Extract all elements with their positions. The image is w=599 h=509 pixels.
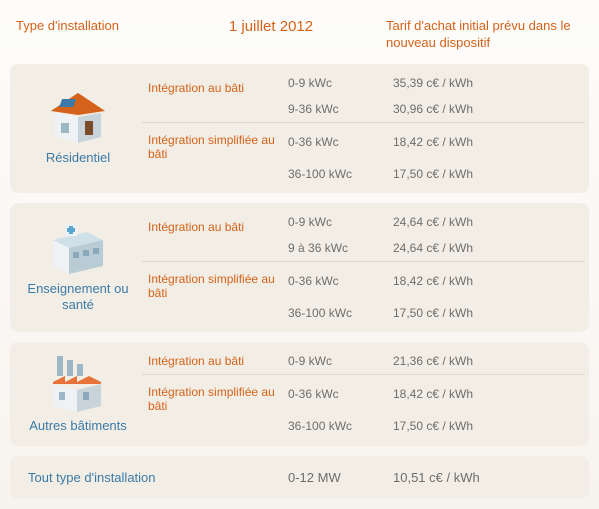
power-range: 36-100 kWc — [282, 415, 387, 437]
final-row: Tout type d'installation 0-12 MW 10,51 c… — [10, 456, 589, 499]
tariff-row: Intégration simplifiée au bâti0-36 kWc18… — [142, 261, 585, 300]
factory-icon — [43, 354, 113, 414]
tariff-value: 17,50 c€ / kWh — [387, 163, 585, 185]
integration-label — [142, 309, 282, 317]
category-section: Enseignement ou santéIntégration au bâti… — [10, 203, 589, 332]
header-date: 1 juillet 2012 — [166, 18, 376, 52]
rows-col: Intégration au bâti0-9 kWc21,36 c€ / kWh… — [142, 348, 585, 440]
tariff-value: 18,42 c€ / kWh — [387, 131, 585, 153]
tariff-value: 30,96 c€ / kWh — [387, 98, 585, 120]
header-tarif: Tarif d'achat initial prévu dans le nouv… — [376, 18, 583, 52]
header-type: Type d'installation — [16, 18, 166, 52]
category-label: Résidentiel — [46, 150, 110, 166]
tariff-value: 18,42 c€ / kWh — [387, 383, 585, 405]
category-section: Autres bâtiments Intégration au bâti0-9 k… — [10, 342, 589, 446]
integration-label: Intégration simplifiée au bâti — [142, 123, 282, 161]
category-icon-col: Résidentiel — [14, 70, 142, 187]
tariff-row: Intégration au bâti0-9 kWc21,36 c€ / kWh — [142, 348, 585, 374]
rows-col: Intégration au bâti0-9 kWc24,64 c€ / kWh… — [142, 209, 585, 326]
tariff-row: 9-36 kWc30,96 c€ / kWh — [142, 96, 585, 122]
tariff-row: Intégration au bâti0-9 kWc35,39 c€ / kWh — [142, 70, 585, 96]
tariff-value: 24,64 c€ / kWh — [387, 211, 585, 233]
tariff-value: 17,50 c€ / kWh — [387, 302, 585, 324]
final-label: Tout type d'installation — [20, 470, 288, 485]
integration-label: Intégration au bâti — [142, 350, 282, 372]
category-section: Résidentiel Intégration au bâti0-9 kWc35,… — [10, 64, 589, 193]
tariff-value: 35,39 c€ / kWh — [387, 72, 585, 94]
power-range: 9-36 kWc — [282, 98, 387, 120]
tariff-row: 9 à 36 kWc24,64 c€ / kWh — [142, 235, 585, 261]
tariff-row: 36-100 kWc17,50 c€ / kWh — [142, 300, 585, 326]
category-label: Enseignement ou santé — [18, 281, 138, 314]
final-range: 0-12 MW — [288, 470, 393, 485]
integration-label — [142, 244, 282, 252]
tariff-value: 24,64 c€ / kWh — [387, 237, 585, 259]
category-icon-col: Autres bâtiments — [14, 348, 142, 440]
final-tarif: 10,51 c€ / kWh — [393, 470, 579, 485]
power-range: 0-9 kWc — [282, 211, 387, 233]
tariff-value: 18,42 c€ / kWh — [387, 270, 585, 292]
power-range: 0-36 kWc — [282, 270, 387, 292]
integration-label: Intégration au bâti — [142, 71, 282, 95]
hospital-icon — [43, 222, 113, 277]
integration-label: Intégration au bâti — [142, 210, 282, 234]
power-range: 0-36 kWc — [282, 131, 387, 153]
tariff-value: 17,50 c€ / kWh — [387, 415, 585, 437]
power-range: 0-9 kWc — [282, 350, 387, 372]
tariff-row: 36-100 kWc17,50 c€ / kWh — [142, 413, 585, 439]
tariff-row: Intégration simplifiée au bâti0-36 kWc18… — [142, 374, 585, 413]
tariff-row: 36-100 kWc17,50 c€ / kWh — [142, 161, 585, 187]
tariff-row: Intégration simplifiée au bâti0-36 kWc18… — [142, 122, 585, 161]
integration-label — [142, 422, 282, 430]
power-range: 0-9 kWc — [282, 72, 387, 94]
integration-label: Intégration simplifiée au bâti — [142, 262, 282, 300]
tariff-row: Intégration au bâti0-9 kWc24,64 c€ / kWh — [142, 209, 585, 235]
tariff-value: 21,36 c€ / kWh — [387, 350, 585, 372]
category-label: Autres bâtiments — [29, 418, 127, 434]
power-range: 36-100 kWc — [282, 302, 387, 324]
category-icon-col: Enseignement ou santé — [14, 209, 142, 326]
integration-label — [142, 170, 282, 178]
table-header: Type d'installation 1 juillet 2012 Tarif… — [10, 10, 589, 64]
rows-col: Intégration au bâti0-9 kWc35,39 c€ / kWh… — [142, 70, 585, 187]
power-range: 0-36 kWc — [282, 383, 387, 405]
house-icon — [43, 91, 113, 146]
tariff-table: Type d'installation 1 juillet 2012 Tarif… — [0, 0, 599, 509]
integration-label — [142, 105, 282, 113]
power-range: 9 à 36 kWc — [282, 237, 387, 259]
integration-label: Intégration simplifiée au bâti — [142, 375, 282, 413]
power-range: 36-100 kWc — [282, 163, 387, 185]
